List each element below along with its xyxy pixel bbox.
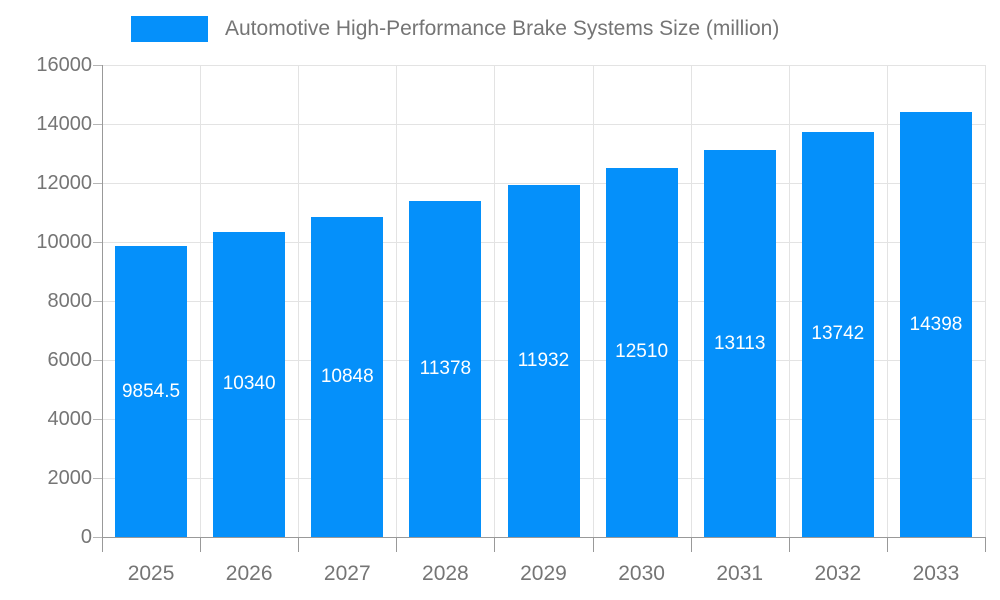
gridline-vertical bbox=[690, 65, 692, 537]
y-axis-label: 6000 bbox=[47, 349, 93, 371]
bar[interactable] bbox=[507, 185, 580, 537]
bar[interactable] bbox=[115, 246, 188, 537]
x-axis-tick bbox=[886, 537, 888, 552]
x-axis-tick bbox=[985, 537, 986, 552]
legend-label: Automotive High-Performance Brake System… bbox=[225, 17, 780, 40]
gridline-vertical bbox=[396, 65, 398, 537]
bar-value-label: 14398 bbox=[909, 313, 963, 335]
bar[interactable] bbox=[605, 167, 678, 537]
x-axis-label: 2029 bbox=[520, 562, 567, 585]
x-axis-tick bbox=[200, 537, 202, 552]
bar-value-label: 10340 bbox=[222, 373, 276, 395]
bar[interactable] bbox=[801, 131, 874, 537]
bar[interactable] bbox=[703, 150, 776, 537]
y-axis-tick bbox=[93, 360, 102, 361]
x-axis-tick bbox=[494, 537, 496, 552]
bar-value-label: 13113 bbox=[713, 332, 766, 354]
bar-value-label: 11378 bbox=[419, 358, 472, 380]
y-axis-tick bbox=[93, 124, 102, 125]
bar-value-label: 12510 bbox=[615, 341, 669, 363]
y-axis-label: 4000 bbox=[47, 408, 93, 430]
y-axis-label: 12000 bbox=[36, 172, 92, 194]
gridline-horizontal bbox=[102, 124, 985, 125]
bar[interactable] bbox=[311, 216, 384, 537]
bar-value-label: 9854.5 bbox=[121, 380, 181, 402]
x-axis-label: 2025 bbox=[127, 562, 175, 585]
plot-area: 9854.5 10340 10848 11378 11932 12510 13113 1374… bbox=[102, 65, 986, 537]
gridline-vertical bbox=[592, 65, 594, 537]
x-axis-label: 2027 bbox=[323, 562, 371, 585]
x-axis-label: 2026 bbox=[225, 562, 273, 585]
gridline-horizontal bbox=[102, 65, 985, 66]
y-axis-label: 14000 bbox=[36, 113, 92, 135]
legend[interactable]: Automotive High-Performance Brake System… bbox=[131, 16, 779, 42]
y-axis-label: 10000 bbox=[36, 231, 92, 253]
legend-swatch bbox=[131, 16, 208, 42]
y-axis-tick bbox=[93, 65, 102, 66]
bar-value-label: 13742 bbox=[811, 323, 865, 345]
gridline-vertical bbox=[886, 65, 888, 537]
y-axis-label: 8000 bbox=[47, 290, 93, 312]
x-axis-line bbox=[102, 537, 985, 538]
x-axis-label: 2031 bbox=[716, 562, 764, 585]
y-axis-tick bbox=[93, 183, 102, 184]
y-axis-tick bbox=[93, 301, 102, 302]
gridline-vertical bbox=[985, 65, 986, 537]
gridline-vertical bbox=[494, 65, 496, 537]
bar-value-label: 11932 bbox=[517, 350, 570, 371]
x-axis-tick bbox=[592, 537, 594, 552]
x-axis-label: 2033 bbox=[912, 562, 960, 585]
y-axis-tick bbox=[93, 478, 102, 479]
y-axis-label: 0 bbox=[80, 526, 92, 548]
x-axis-tick bbox=[396, 537, 398, 552]
y-axis-tick bbox=[93, 419, 102, 420]
y-axis-tick bbox=[93, 537, 102, 538]
x-axis-tick bbox=[788, 537, 790, 552]
y-axis-label: 16000 bbox=[36, 54, 92, 76]
bar[interactable] bbox=[213, 231, 286, 537]
gridline-vertical bbox=[788, 65, 790, 537]
x-axis-label: 2032 bbox=[814, 562, 862, 585]
x-axis-tick bbox=[298, 537, 300, 552]
bar[interactable] bbox=[409, 201, 482, 537]
bar[interactable] bbox=[899, 112, 972, 537]
y-axis-line bbox=[102, 65, 103, 552]
y-axis-tick bbox=[93, 242, 102, 243]
gridline-vertical bbox=[200, 65, 202, 537]
gridline-horizontal bbox=[102, 183, 985, 184]
y-axis-label: 2000 bbox=[47, 467, 93, 489]
bar-value-label: 10848 bbox=[320, 365, 374, 387]
x-axis-tick bbox=[690, 537, 692, 552]
x-axis-label: 2028 bbox=[422, 562, 469, 585]
gridline-vertical bbox=[298, 65, 300, 537]
x-axis-label: 2030 bbox=[618, 562, 665, 585]
